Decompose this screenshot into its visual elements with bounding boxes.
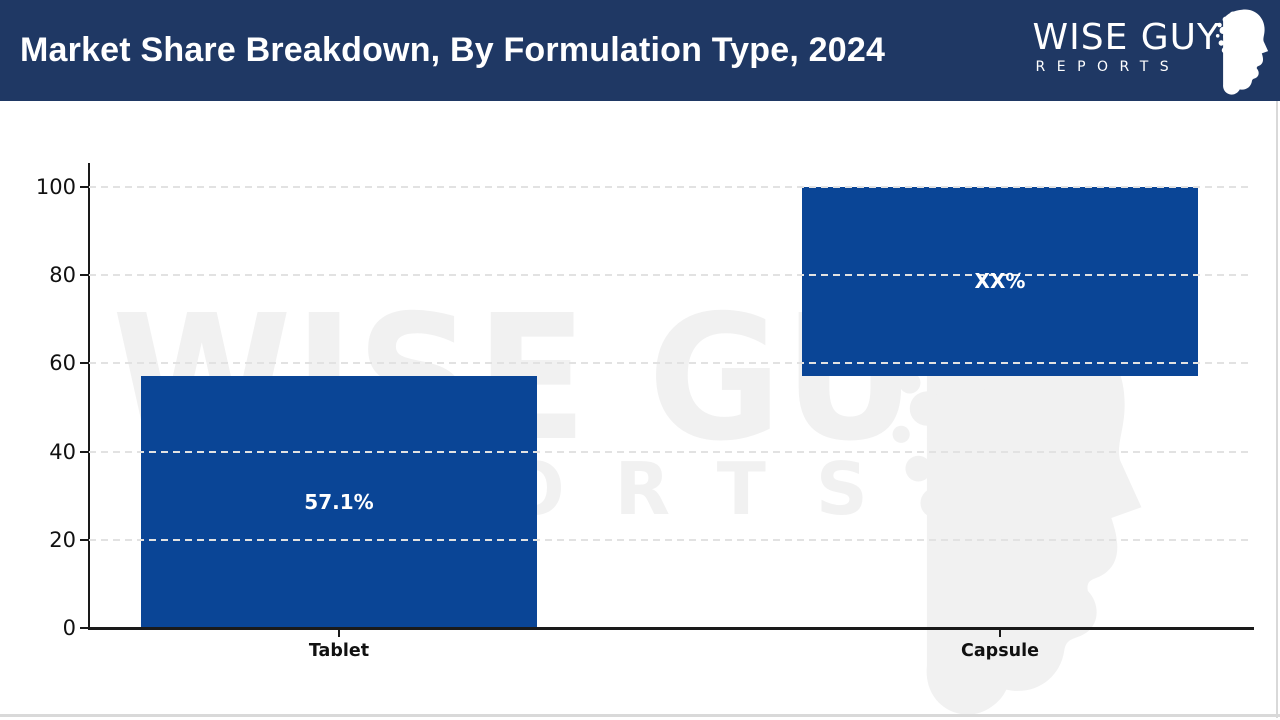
header-band: Market Share Breakdown, By Formulation T…: [0, 0, 1280, 101]
x-axis-tick: [338, 628, 340, 637]
x-axis-tick: [999, 628, 1001, 637]
y-axis-tick: [80, 274, 88, 277]
dotted-head-profile-icon: [1215, 8, 1269, 95]
y-axis-tick: [80, 185, 88, 188]
gridline-y-60: [89, 362, 1253, 365]
chart-title: Market Share Breakdown, By Formulation T…: [20, 31, 886, 69]
gridline-y-100: [89, 185, 1253, 188]
y-axis-tick: [80, 538, 88, 541]
x-category-label: Tablet: [308, 641, 370, 661]
x-axis-line: [88, 627, 1254, 630]
bar-value-label: XX%: [974, 269, 1026, 294]
y-axis-tick: [80, 450, 88, 453]
logo-text: WISE GUY REPORTS: [1032, 16, 1221, 76]
bar-capsule: [802, 186, 1198, 377]
logo-sub-text: REPORTS: [1035, 59, 1181, 76]
bar-value-label: 57.1%: [304, 490, 374, 515]
bar-tablet: [141, 376, 537, 628]
y-axis-line: [88, 163, 90, 629]
right-border-line: [1276, 101, 1278, 718]
y-axis-tick: [80, 362, 88, 365]
y-tick-label: 0: [62, 616, 76, 640]
y-tick-label: 40: [49, 439, 76, 464]
x-category-label: Capsule: [961, 641, 1039, 661]
y-tick-label: 20: [49, 527, 76, 552]
wise-guy-reports-logo: WISE GUY REPORTS: [1033, 5, 1271, 97]
logo-brand-text: WISE GUY: [1032, 16, 1220, 58]
y-axis-tick: [80, 627, 88, 629]
gridline-y-40: [89, 450, 1253, 453]
bottom-border-line: [0, 714, 1280, 717]
gridline-y-80: [89, 274, 1253, 277]
y-tick-label: 60: [49, 351, 76, 376]
plot-area: WISE GUY REPORTS 0 20 40 60 80 100 57.1% Tablet…: [0, 101, 1280, 720]
y-tick-label: 80: [49, 263, 76, 288]
gridline-y-20: [89, 538, 1253, 541]
y-tick-label: 100: [35, 174, 76, 199]
